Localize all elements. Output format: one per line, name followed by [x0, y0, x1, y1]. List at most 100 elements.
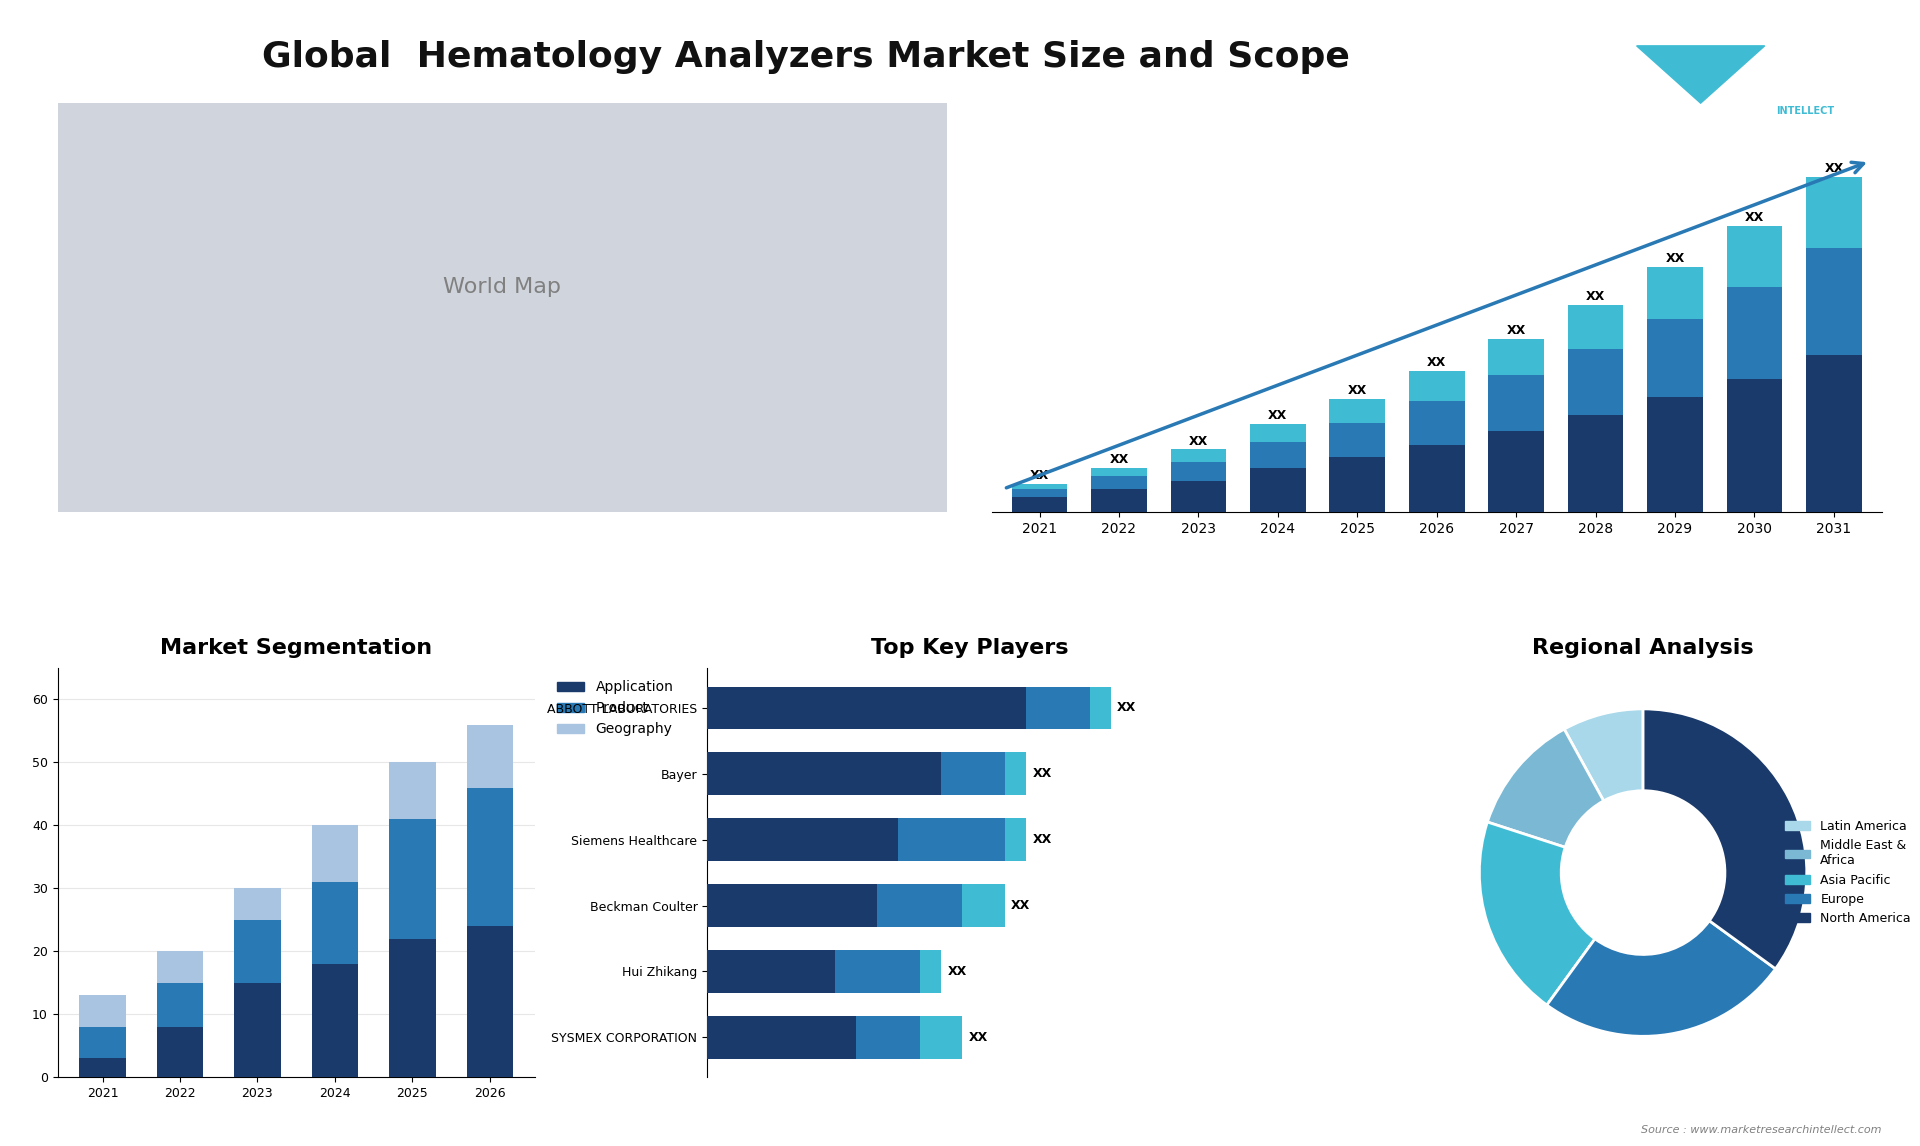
Text: XX: XX [947, 965, 966, 978]
Bar [467, 787, 513, 926]
Text: Source : www.marketresearchintellect.com: Source : www.marketresearchintellect.com [1642, 1124, 1882, 1135]
Text: XX: XX [1012, 898, 1031, 912]
Bar [157, 1027, 204, 1077]
Bar [1004, 753, 1025, 795]
Text: XX: XX [1110, 454, 1129, 466]
Bar [390, 762, 436, 819]
Bar [856, 1015, 920, 1059]
Text: XX: XX [1824, 162, 1843, 175]
Bar [1807, 355, 1862, 512]
Text: XX: XX [1745, 211, 1764, 223]
Bar [1647, 267, 1703, 319]
Bar [1647, 398, 1703, 512]
Text: XX: XX [1029, 469, 1048, 482]
Bar [1091, 477, 1146, 489]
Title: Market Segmentation: Market Segmentation [159, 638, 432, 658]
Bar [1171, 481, 1227, 512]
Bar [1409, 445, 1465, 512]
Bar [1025, 686, 1091, 729]
Text: XX: XX [1033, 768, 1052, 780]
Bar [1488, 431, 1544, 512]
Bar [1726, 378, 1782, 512]
Legend: Application, Product, Geography: Application, Product, Geography [551, 675, 680, 741]
Bar [390, 939, 436, 1077]
Text: World Map: World Map [444, 276, 561, 297]
Text: XX: XX [1188, 434, 1208, 448]
Text: XX: XX [1348, 384, 1367, 398]
Bar [1409, 370, 1465, 401]
Text: MARKET: MARKET [1776, 56, 1822, 65]
Bar [1807, 176, 1862, 248]
Bar [1250, 424, 1306, 441]
Bar [707, 686, 1025, 729]
Bar [311, 882, 359, 964]
Text: Global  Hematology Analyzers Market Size and Scope: Global Hematology Analyzers Market Size … [263, 40, 1350, 74]
Bar [234, 888, 280, 920]
Text: XX: XX [968, 1030, 987, 1044]
Bar [1329, 457, 1384, 512]
Bar [941, 753, 1004, 795]
Bar [1329, 399, 1384, 423]
Bar [1488, 339, 1544, 376]
Bar [920, 950, 941, 992]
Bar [1569, 305, 1624, 348]
Wedge shape [1548, 920, 1776, 1036]
Bar [311, 964, 359, 1077]
Bar [1726, 226, 1782, 288]
Text: INTELLECT: INTELLECT [1776, 107, 1834, 116]
Bar [1004, 818, 1025, 861]
Text: XX: XX [1117, 701, 1137, 714]
Polygon shape [1636, 46, 1764, 103]
Text: XX: XX [1033, 833, 1052, 846]
Bar [707, 818, 899, 861]
Bar [311, 825, 359, 882]
Bar [390, 819, 436, 939]
Title: Top Key Players: Top Key Players [872, 638, 1068, 658]
Bar [1409, 401, 1465, 445]
Bar [1250, 441, 1306, 469]
Bar [1807, 248, 1862, 355]
Bar [707, 950, 835, 992]
Bar [707, 884, 877, 927]
Bar [877, 884, 962, 927]
Bar [1250, 469, 1306, 512]
Bar [1569, 415, 1624, 512]
Legend: Latin America, Middle East &
Africa, Asia Pacific, Europe, North America: Latin America, Middle East & Africa, Asi… [1780, 815, 1916, 931]
Bar [707, 1015, 856, 1059]
Bar [707, 753, 941, 795]
Wedge shape [1478, 822, 1596, 1005]
Bar [1091, 489, 1146, 512]
Text: XX: XX [1665, 252, 1684, 265]
Bar [1171, 449, 1227, 462]
Bar [234, 920, 280, 983]
Bar [79, 1027, 125, 1059]
Bar [1329, 423, 1384, 457]
Bar [835, 950, 920, 992]
Bar [1091, 469, 1146, 477]
Bar [962, 884, 1004, 927]
Text: XX: XX [1427, 355, 1446, 369]
Bar [467, 926, 513, 1077]
Bar [899, 818, 1004, 861]
Wedge shape [1644, 709, 1807, 968]
Bar [157, 983, 204, 1027]
Wedge shape [1488, 729, 1603, 847]
Bar [1647, 319, 1703, 398]
Bar [1091, 686, 1112, 729]
Bar [157, 951, 204, 983]
Text: XX: XX [1507, 324, 1526, 337]
Bar [1726, 288, 1782, 378]
Title: Regional Analysis: Regional Analysis [1532, 638, 1753, 658]
Bar [1171, 462, 1227, 481]
Bar [1488, 376, 1544, 431]
Text: XX: XX [1269, 409, 1288, 423]
Text: XX: XX [1586, 290, 1605, 303]
Wedge shape [1565, 709, 1644, 801]
Bar [467, 724, 513, 787]
Bar [920, 1015, 962, 1059]
Bar [1569, 348, 1624, 415]
Bar [79, 1059, 125, 1077]
Bar [1012, 496, 1068, 512]
Text: RESEARCH: RESEARCH [1776, 81, 1834, 91]
Bar [234, 983, 280, 1077]
